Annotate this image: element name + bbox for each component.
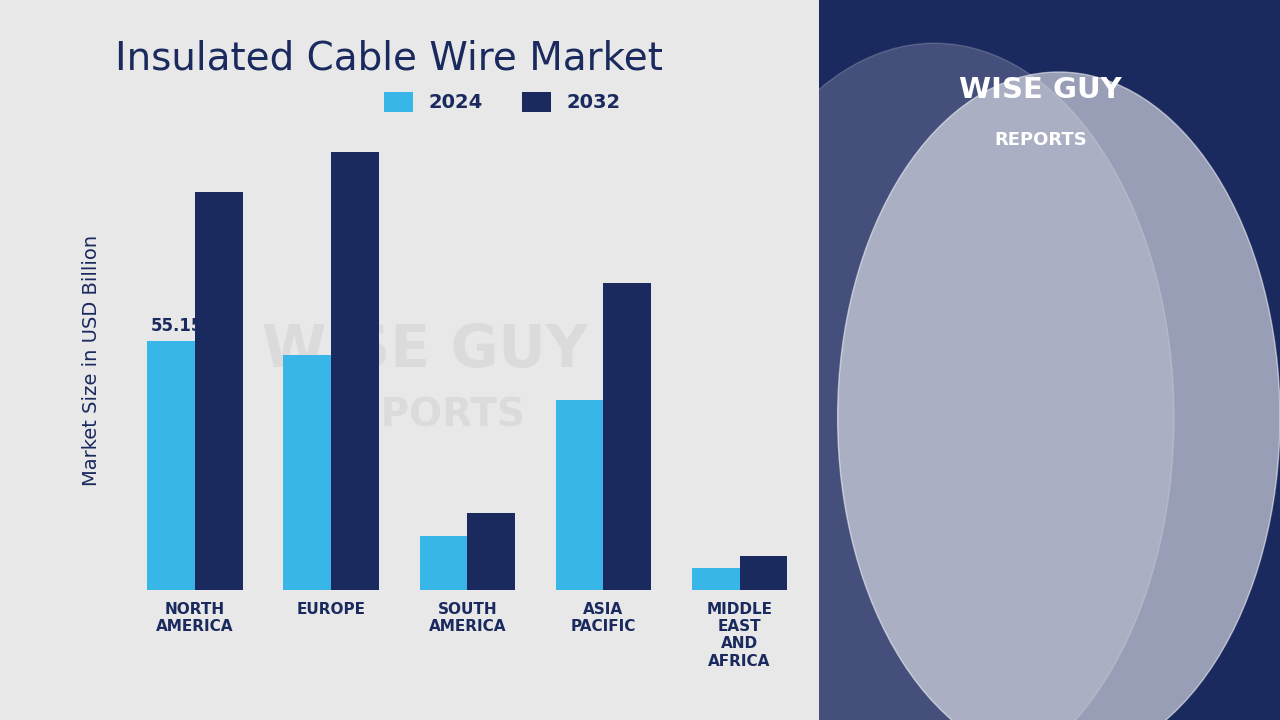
Bar — [603, 283, 652, 590]
Text: WISE GUY: WISE GUY — [262, 323, 588, 379]
Bar — [556, 400, 603, 590]
Bar — [740, 557, 787, 590]
Legend: 2024, 2032: 2024, 2032 — [376, 84, 628, 120]
Text: REPORTS: REPORTS — [324, 396, 526, 434]
Y-axis label: Market Size in USD Billion: Market Size in USD Billion — [82, 235, 101, 485]
Bar — [420, 536, 467, 590]
Bar — [195, 192, 242, 590]
Text: Insulated Cable Wire Market: Insulated Cable Wire Market — [115, 40, 663, 78]
Bar — [467, 513, 515, 590]
Bar — [332, 151, 379, 590]
Circle shape — [837, 72, 1280, 720]
Bar — [147, 341, 195, 590]
Text: WISE GUY: WISE GUY — [959, 76, 1121, 104]
Text: REPORTS: REPORTS — [995, 131, 1087, 149]
Bar — [692, 568, 740, 590]
Bar — [283, 355, 332, 590]
Text: 55.15: 55.15 — [151, 318, 204, 336]
Circle shape — [695, 43, 1174, 720]
